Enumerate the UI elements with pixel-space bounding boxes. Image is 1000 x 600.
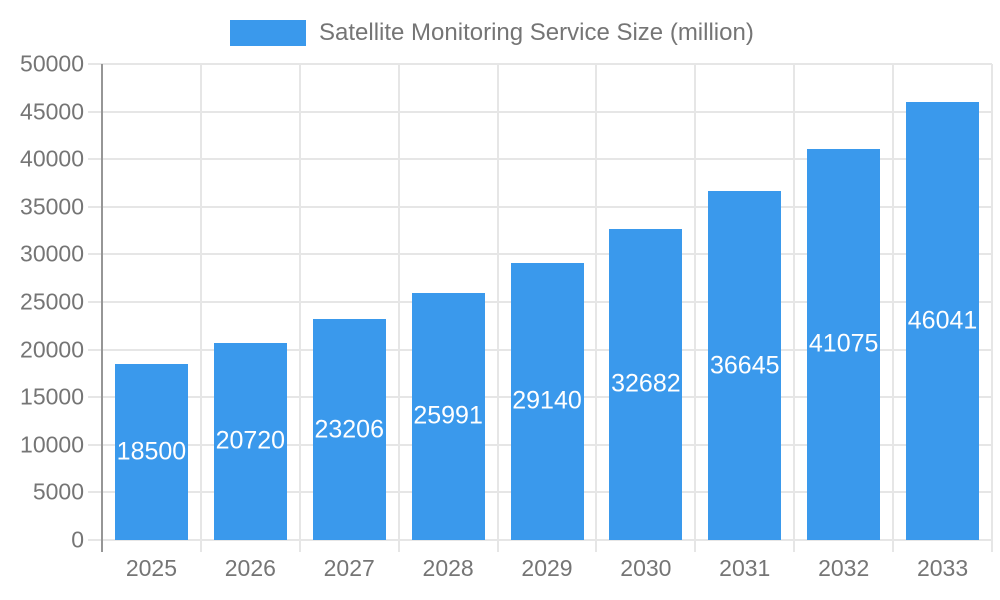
y-tick-label: 10000: [20, 431, 84, 458]
v-gridline: [694, 64, 697, 552]
y-tick-label: 50000: [20, 50, 84, 77]
v-gridline: [496, 64, 499, 552]
x-tick-label: 2030: [620, 555, 672, 581]
y-tick: [88, 539, 102, 541]
v-gridline: [892, 64, 895, 552]
y-tick: [88, 63, 102, 65]
y-tick-label: 45000: [20, 98, 84, 125]
y-tick: [88, 491, 102, 494]
bar: 18500: [114, 363, 188, 540]
y-tick-label: 30000: [20, 240, 84, 267]
y-tick-label: 40000: [20, 145, 84, 172]
x-tick-label: 2028: [422, 555, 474, 581]
v-gridline: [199, 64, 202, 552]
bar: 25991: [411, 292, 485, 540]
y-tick-label: 0: [71, 526, 84, 553]
y-tick-label: 15000: [20, 383, 84, 410]
v-gridline: [595, 64, 598, 552]
h-gridline: [102, 110, 992, 113]
y-tick: [88, 110, 102, 113]
x-tick-label: 2032: [818, 555, 870, 581]
v-gridline: [298, 64, 301, 552]
v-gridline: [793, 64, 796, 552]
y-tick-label: 20000: [20, 336, 84, 363]
x-tick-label: 2025: [125, 555, 178, 581]
bar: 20720: [213, 342, 287, 540]
x-tick-label: 2026: [224, 555, 276, 581]
bar-value-label: 23206: [314, 415, 384, 444]
x-tick-label: 2031: [719, 555, 771, 581]
bar-value-label: 18500: [116, 437, 187, 466]
bar-value-label: 25991: [413, 401, 483, 430]
y-tick: [88, 253, 102, 256]
plot-area: 0 5000 10000 15000 20000 25000 30000 35000 40000…: [20, 52, 993, 581]
bar-value-label: 20720: [215, 426, 286, 455]
bar-value-label: 29140: [512, 386, 582, 415]
h-gridline: [102, 539, 992, 541]
y-tick: [88, 301, 102, 303]
h-gridline: [102, 205, 992, 208]
bar: 29140: [510, 262, 584, 540]
h-gridline: [102, 253, 992, 256]
y-tick-label: 5000: [32, 478, 84, 505]
y-tick: [88, 443, 102, 446]
y-tick: [88, 348, 102, 351]
y-tick: [88, 158, 102, 161]
bar: 36645: [708, 191, 782, 540]
h-gridline: [102, 63, 992, 65]
v-gridline: [397, 64, 400, 552]
bar: 41075: [807, 148, 881, 540]
y-tick: [88, 205, 102, 208]
legend-label: Satellite Monitoring Service Size (milli…: [319, 19, 754, 46]
y-tick: [88, 396, 102, 399]
x-tick-label: 2029: [521, 555, 573, 581]
y-tick-label: 35000: [20, 193, 84, 220]
x-tick-label: 2033: [916, 555, 969, 581]
legend: Satellite Monitoring Service Size (milli…: [230, 19, 754, 47]
y-tick-label: 25000: [20, 288, 84, 315]
bar-value-label: 36645: [710, 351, 780, 380]
bar-value-label: 41075: [808, 329, 879, 358]
v-gridline: [991, 64, 993, 552]
h-gridline: [102, 158, 992, 161]
legend-swatch: [230, 20, 306, 46]
bar-value-label: 46041: [907, 306, 978, 335]
y-axis-line: [101, 64, 103, 552]
bar-value-label: 32682: [611, 369, 681, 398]
x-tick-label: 2027: [323, 555, 375, 581]
bar: 46041: [906, 101, 980, 540]
bar: 23206: [312, 319, 386, 540]
bar: 32682: [609, 228, 683, 540]
